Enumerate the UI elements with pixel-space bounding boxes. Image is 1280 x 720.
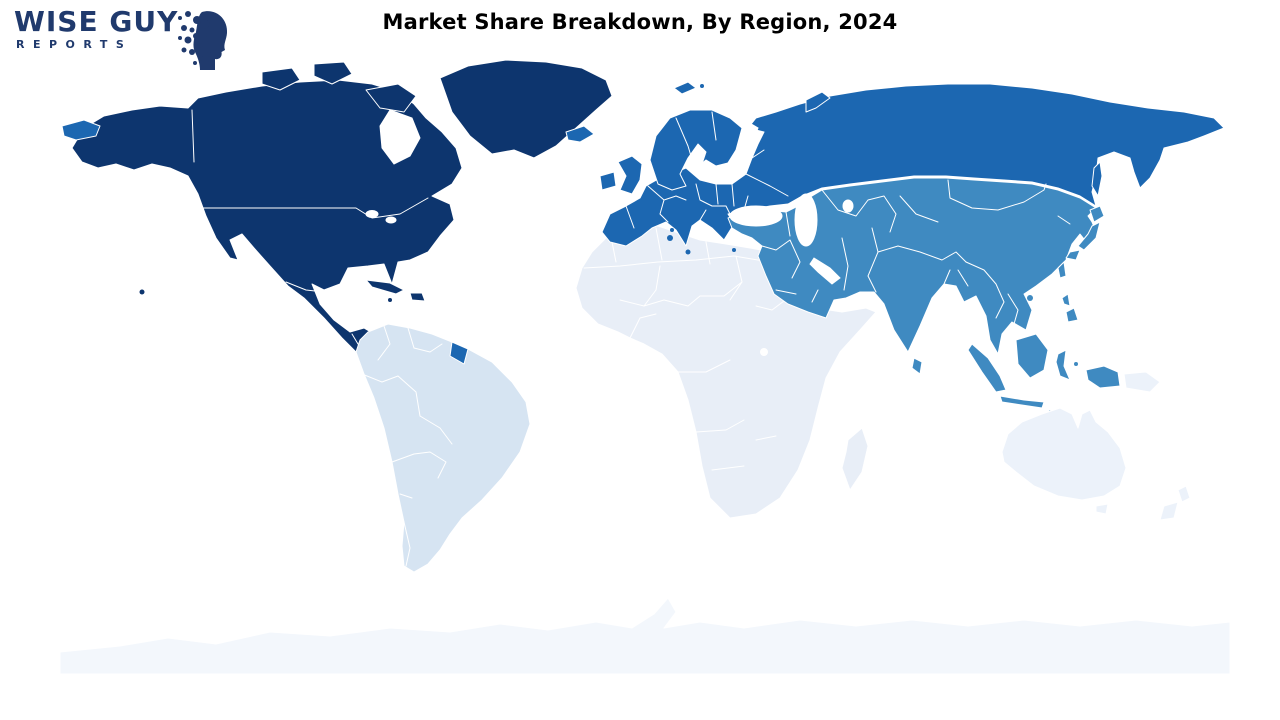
sa-border-colombia — [377, 325, 391, 361]
japan-kyushu — [1065, 249, 1081, 261]
asia-borders-southeast — [965, 261, 1019, 325]
africa-border-south — [677, 359, 777, 471]
region-north-america — [71, 59, 613, 381]
chukotka-west-of-dateline — [61, 119, 101, 141]
asia-borders-south — [841, 227, 969, 293]
region-oceania — [1001, 371, 1191, 521]
cuba — [365, 279, 405, 295]
asia-borders-central — [821, 189, 939, 233]
new-zealand-south — [1159, 501, 1179, 521]
jamaica — [388, 298, 392, 302]
arctic-island-1 — [261, 67, 301, 91]
great-britain — [617, 155, 643, 195]
novaya-zemlya — [805, 91, 831, 113]
sri-lanka — [911, 357, 923, 375]
sardinia — [667, 235, 673, 241]
alaska-canada-border — [191, 109, 195, 163]
asia-borders-mongolia — [947, 179, 1047, 211]
great-lake-1 — [365, 210, 379, 218]
ireland — [599, 171, 617, 191]
borneo — [1015, 333, 1049, 379]
africa-border-west — [619, 265, 665, 339]
sa-border-bolivia — [391, 415, 453, 479]
japan-honshu — [1077, 221, 1101, 251]
french-guiana — [449, 341, 469, 365]
arctic-island-2 — [313, 61, 353, 85]
svalbard-islet — [700, 84, 704, 88]
caspian-sea — [794, 193, 818, 247]
africa-border-north — [611, 227, 743, 301]
crete — [732, 248, 736, 252]
sa-border-peru — [361, 373, 421, 417]
scandinavia-borders — [675, 111, 717, 167]
us-mexico-border — [285, 281, 339, 293]
moluccas — [1074, 362, 1078, 366]
sa-border-venezuela — [407, 327, 443, 353]
sakhalin — [1091, 161, 1103, 197]
taiwan — [1057, 261, 1067, 279]
us-canada-border — [195, 197, 429, 219]
black-sea — [729, 205, 783, 227]
svalbard — [673, 81, 697, 95]
persian-gulf — [809, 257, 841, 285]
greenland — [439, 59, 613, 159]
logo-subtitle: REPORTS — [16, 38, 133, 51]
wise-guy-reports-logo: WISE GUY REPORTS — [14, 8, 230, 70]
new-zealand-north — [1177, 485, 1191, 503]
philippines-mindanao — [1065, 307, 1079, 323]
sulawesi — [1055, 349, 1071, 381]
baltic-sea — [693, 159, 745, 181]
great-lake-2 — [385, 216, 397, 224]
west-new-guinea — [1085, 365, 1121, 389]
hispaniola — [409, 292, 426, 302]
baffin-island — [365, 83, 417, 113]
madagascar — [841, 427, 869, 491]
corsica — [670, 228, 674, 232]
white-sea — [745, 121, 759, 139]
asia-borders-middle-east — [761, 211, 819, 303]
sicily — [685, 249, 691, 255]
antarctica-strip — [59, 597, 1231, 675]
region-south-america — [355, 323, 531, 573]
java — [999, 395, 1045, 409]
sumatra — [967, 343, 1007, 393]
hainan — [1027, 295, 1033, 301]
asia-mainland — [727, 177, 1097, 355]
region-antarctica — [59, 597, 1231, 675]
europe-borders-central — [695, 183, 735, 221]
iceland — [565, 125, 595, 143]
logo-text: WISE GUY REPORTS — [14, 5, 179, 51]
aral-sea — [842, 199, 854, 213]
africa-border-central — [663, 261, 789, 311]
lake-victoria — [760, 348, 768, 356]
sa-border-chile — [399, 493, 413, 567]
japan-hokkaido — [1089, 205, 1105, 223]
tasmania — [1095, 503, 1109, 515]
europe-borders-west — [625, 185, 687, 229]
africa-border-sahel — [583, 255, 771, 269]
page-title: Market Share Breakdown, By Region, 2024 — [382, 10, 898, 34]
south-america-mainland — [355, 323, 531, 573]
hawaii — [139, 289, 145, 295]
north-america-mainland — [71, 79, 463, 381]
region-europe-russia — [61, 81, 1225, 255]
png-east — [1123, 371, 1161, 393]
logo-wordmark: WISE GUY — [14, 5, 179, 38]
australia — [1001, 407, 1127, 501]
philippines-luzon — [1061, 293, 1071, 307]
hudson-bay — [379, 109, 421, 165]
dotted-head-icon — [178, 11, 228, 70]
asia-borders-korea — [1057, 215, 1071, 225]
